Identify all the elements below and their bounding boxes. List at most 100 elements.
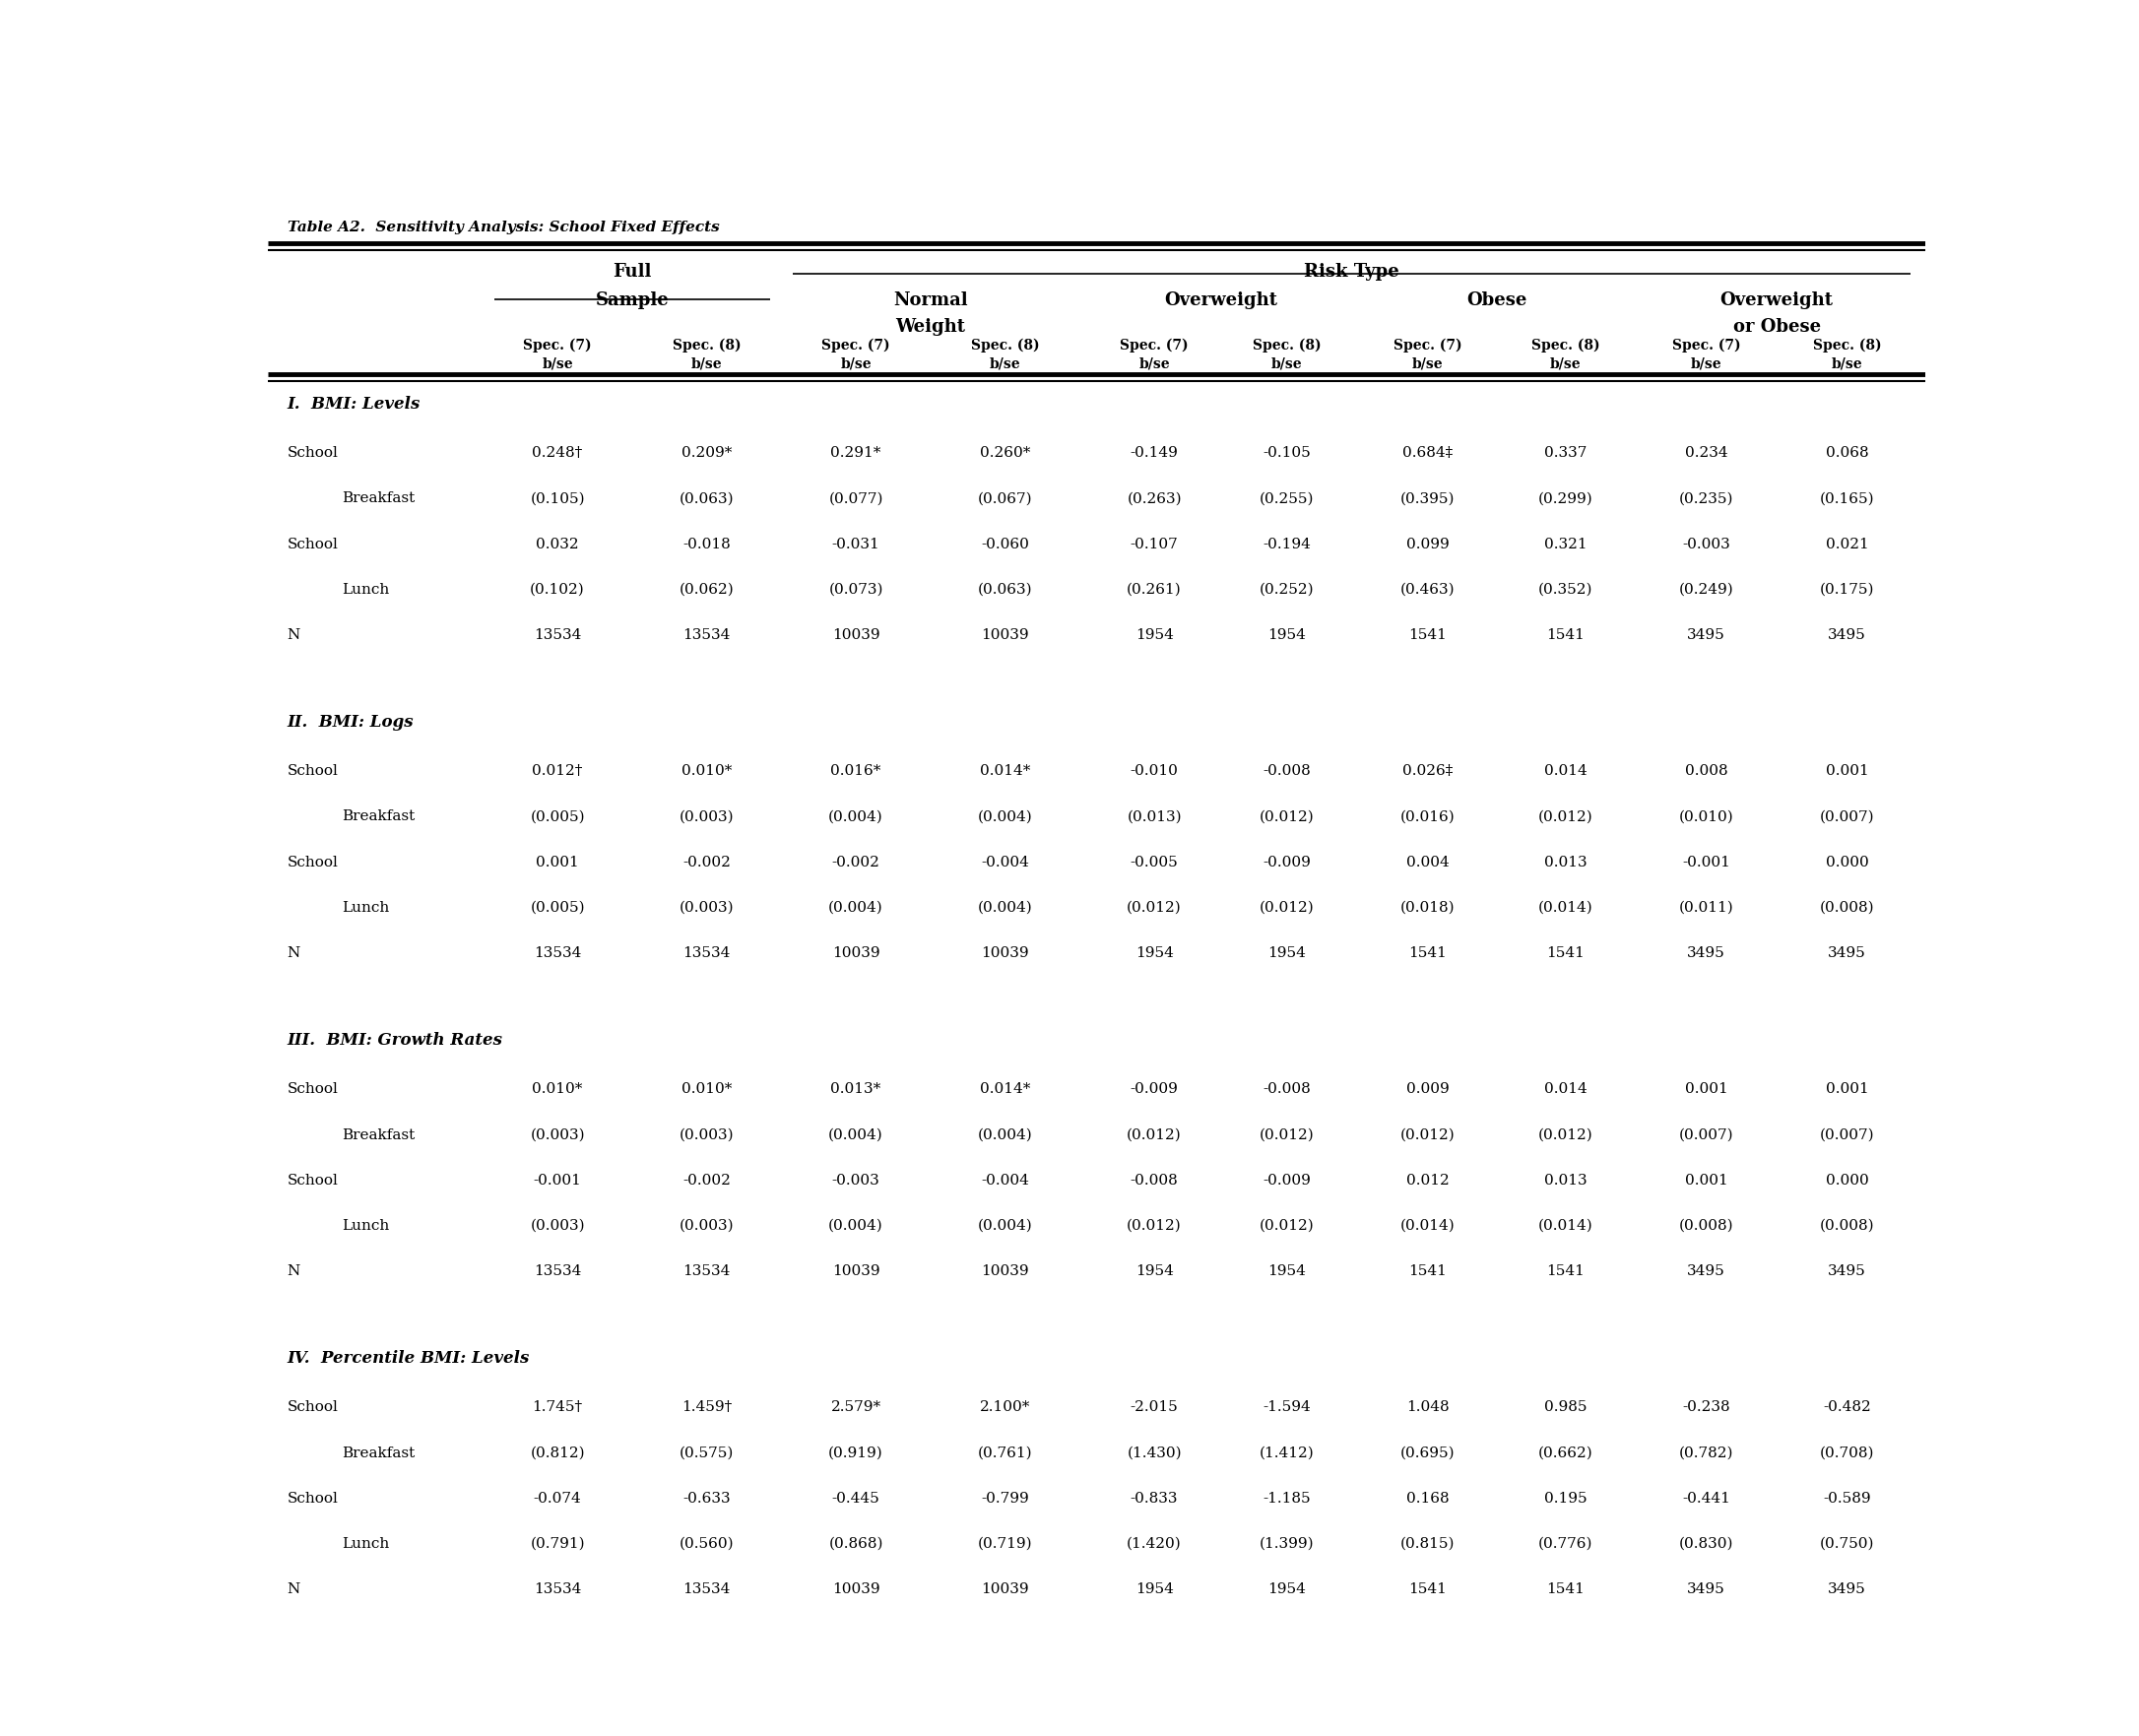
Text: 1541: 1541 bbox=[1546, 946, 1585, 960]
Text: Spec. (8): Spec. (8) bbox=[672, 339, 740, 352]
Text: (0.003): (0.003) bbox=[530, 1219, 584, 1233]
Text: Spec. (7): Spec. (7) bbox=[821, 339, 890, 352]
Text: 10039: 10039 bbox=[982, 946, 1029, 960]
Text: -0.149: -0.149 bbox=[1129, 446, 1179, 460]
Text: -0.009: -0.009 bbox=[1262, 856, 1311, 870]
Text: Table A2.  Sensitivity Analysis: School Fixed Effects: Table A2. Sensitivity Analysis: School F… bbox=[287, 220, 719, 234]
Text: or Obese: or Obese bbox=[1733, 318, 1820, 335]
Text: 3495: 3495 bbox=[1688, 946, 1726, 960]
Text: b/se: b/se bbox=[1831, 356, 1863, 370]
Text: Breakfast: Breakfast bbox=[342, 811, 415, 823]
Text: -0.003: -0.003 bbox=[1681, 536, 1730, 550]
Text: -0.001: -0.001 bbox=[1681, 856, 1730, 870]
Text: Breakfast: Breakfast bbox=[342, 1128, 415, 1142]
Text: Lunch: Lunch bbox=[342, 1536, 389, 1550]
Text: -1.185: -1.185 bbox=[1262, 1491, 1311, 1505]
Text: (0.695): (0.695) bbox=[1401, 1446, 1455, 1460]
Text: -0.060: -0.060 bbox=[982, 536, 1029, 550]
Text: Weight: Weight bbox=[896, 318, 965, 335]
Text: Breakfast: Breakfast bbox=[342, 1446, 415, 1460]
Text: 13534: 13534 bbox=[533, 628, 582, 642]
Text: 0.001: 0.001 bbox=[537, 856, 580, 870]
Text: (0.007): (0.007) bbox=[1820, 1128, 1874, 1142]
Text: 1541: 1541 bbox=[1410, 1583, 1446, 1597]
Text: 0.013: 0.013 bbox=[1544, 856, 1587, 870]
Text: 0.001: 0.001 bbox=[1686, 1174, 1728, 1187]
Text: (0.008): (0.008) bbox=[1820, 901, 1874, 915]
Text: 13534: 13534 bbox=[682, 946, 732, 960]
Text: (0.007): (0.007) bbox=[1679, 1128, 1735, 1142]
Text: (0.012): (0.012) bbox=[1127, 1128, 1181, 1142]
Text: 1.745†: 1.745† bbox=[533, 1401, 582, 1415]
Text: 0.168: 0.168 bbox=[1405, 1491, 1450, 1505]
Text: II.  BMI: Logs: II. BMI: Logs bbox=[287, 713, 415, 731]
Text: School: School bbox=[287, 1174, 338, 1187]
Text: 0.000: 0.000 bbox=[1827, 1174, 1869, 1187]
Text: (0.008): (0.008) bbox=[1820, 1219, 1874, 1233]
Text: (0.003): (0.003) bbox=[680, 1219, 734, 1233]
Text: -0.001: -0.001 bbox=[533, 1174, 582, 1187]
Text: Spec. (8): Spec. (8) bbox=[1253, 339, 1322, 352]
Text: (0.014): (0.014) bbox=[1538, 1219, 1594, 1233]
Text: 1.459†: 1.459† bbox=[682, 1401, 732, 1415]
Text: b/se: b/se bbox=[1271, 356, 1303, 370]
Text: 1.048: 1.048 bbox=[1405, 1401, 1450, 1415]
Text: (0.263): (0.263) bbox=[1127, 491, 1181, 505]
Text: 0.001: 0.001 bbox=[1686, 1083, 1728, 1097]
Text: (0.791): (0.791) bbox=[530, 1536, 584, 1550]
Text: -0.008: -0.008 bbox=[1129, 1174, 1179, 1187]
Text: b/se: b/se bbox=[990, 356, 1020, 370]
Text: (1.412): (1.412) bbox=[1260, 1446, 1313, 1460]
Text: (0.252): (0.252) bbox=[1260, 583, 1313, 597]
Text: III.  BMI: Growth Rates: III. BMI: Growth Rates bbox=[287, 1031, 503, 1049]
Text: (0.012): (0.012) bbox=[1260, 1128, 1313, 1142]
Text: -2.015: -2.015 bbox=[1129, 1401, 1179, 1415]
Text: (0.004): (0.004) bbox=[978, 1219, 1033, 1233]
Text: 0.026‡: 0.026‡ bbox=[1403, 764, 1452, 778]
Text: -0.009: -0.009 bbox=[1262, 1174, 1311, 1187]
Text: (0.249): (0.249) bbox=[1679, 583, 1735, 597]
Text: 1954: 1954 bbox=[1268, 1583, 1307, 1597]
Text: Spec. (8): Spec. (8) bbox=[971, 339, 1040, 352]
Text: -0.482: -0.482 bbox=[1822, 1401, 1872, 1415]
Text: 0.014: 0.014 bbox=[1544, 764, 1587, 778]
Text: 2.100*: 2.100* bbox=[980, 1401, 1031, 1415]
Text: (0.003): (0.003) bbox=[530, 1128, 584, 1142]
Text: Lunch: Lunch bbox=[342, 583, 389, 597]
Text: Spec. (8): Spec. (8) bbox=[1814, 339, 1882, 352]
Text: -0.002: -0.002 bbox=[682, 856, 732, 870]
Text: -0.002: -0.002 bbox=[682, 1174, 732, 1187]
Text: (0.063): (0.063) bbox=[978, 583, 1033, 597]
Text: Spec. (7): Spec. (7) bbox=[1121, 339, 1189, 352]
Text: (0.299): (0.299) bbox=[1538, 491, 1594, 505]
Text: -0.018: -0.018 bbox=[682, 536, 732, 550]
Text: 1541: 1541 bbox=[1410, 946, 1446, 960]
Text: (1.430): (1.430) bbox=[1127, 1446, 1181, 1460]
Text: 1954: 1954 bbox=[1136, 1583, 1174, 1597]
Text: IV.  Percentile BMI: Levels: IV. Percentile BMI: Levels bbox=[287, 1351, 530, 1366]
Text: 0.009: 0.009 bbox=[1405, 1083, 1450, 1097]
Text: School: School bbox=[287, 764, 338, 778]
Text: (0.063): (0.063) bbox=[680, 491, 734, 505]
Text: (0.868): (0.868) bbox=[828, 1536, 883, 1550]
Text: -0.833: -0.833 bbox=[1129, 1491, 1179, 1505]
Text: b/se: b/se bbox=[1412, 356, 1444, 370]
Text: 0.099: 0.099 bbox=[1405, 536, 1450, 550]
Text: School: School bbox=[287, 536, 338, 550]
Text: N: N bbox=[287, 1583, 299, 1597]
Text: N: N bbox=[287, 946, 299, 960]
Text: 0.016*: 0.016* bbox=[830, 764, 881, 778]
Text: (0.003): (0.003) bbox=[680, 811, 734, 823]
Text: (0.077): (0.077) bbox=[828, 491, 883, 505]
Text: b/se: b/se bbox=[841, 356, 871, 370]
Text: School: School bbox=[287, 1491, 338, 1505]
Text: (0.012): (0.012) bbox=[1401, 1128, 1455, 1142]
Text: (0.004): (0.004) bbox=[978, 1128, 1033, 1142]
Text: (0.004): (0.004) bbox=[828, 811, 883, 823]
Text: 13534: 13534 bbox=[533, 1583, 582, 1597]
Text: 3495: 3495 bbox=[1688, 628, 1726, 642]
Text: (0.830): (0.830) bbox=[1679, 1536, 1733, 1550]
Text: (0.012): (0.012) bbox=[1260, 811, 1313, 823]
Text: 0.684‡: 0.684‡ bbox=[1403, 446, 1452, 460]
Text: 0.195: 0.195 bbox=[1544, 1491, 1587, 1505]
